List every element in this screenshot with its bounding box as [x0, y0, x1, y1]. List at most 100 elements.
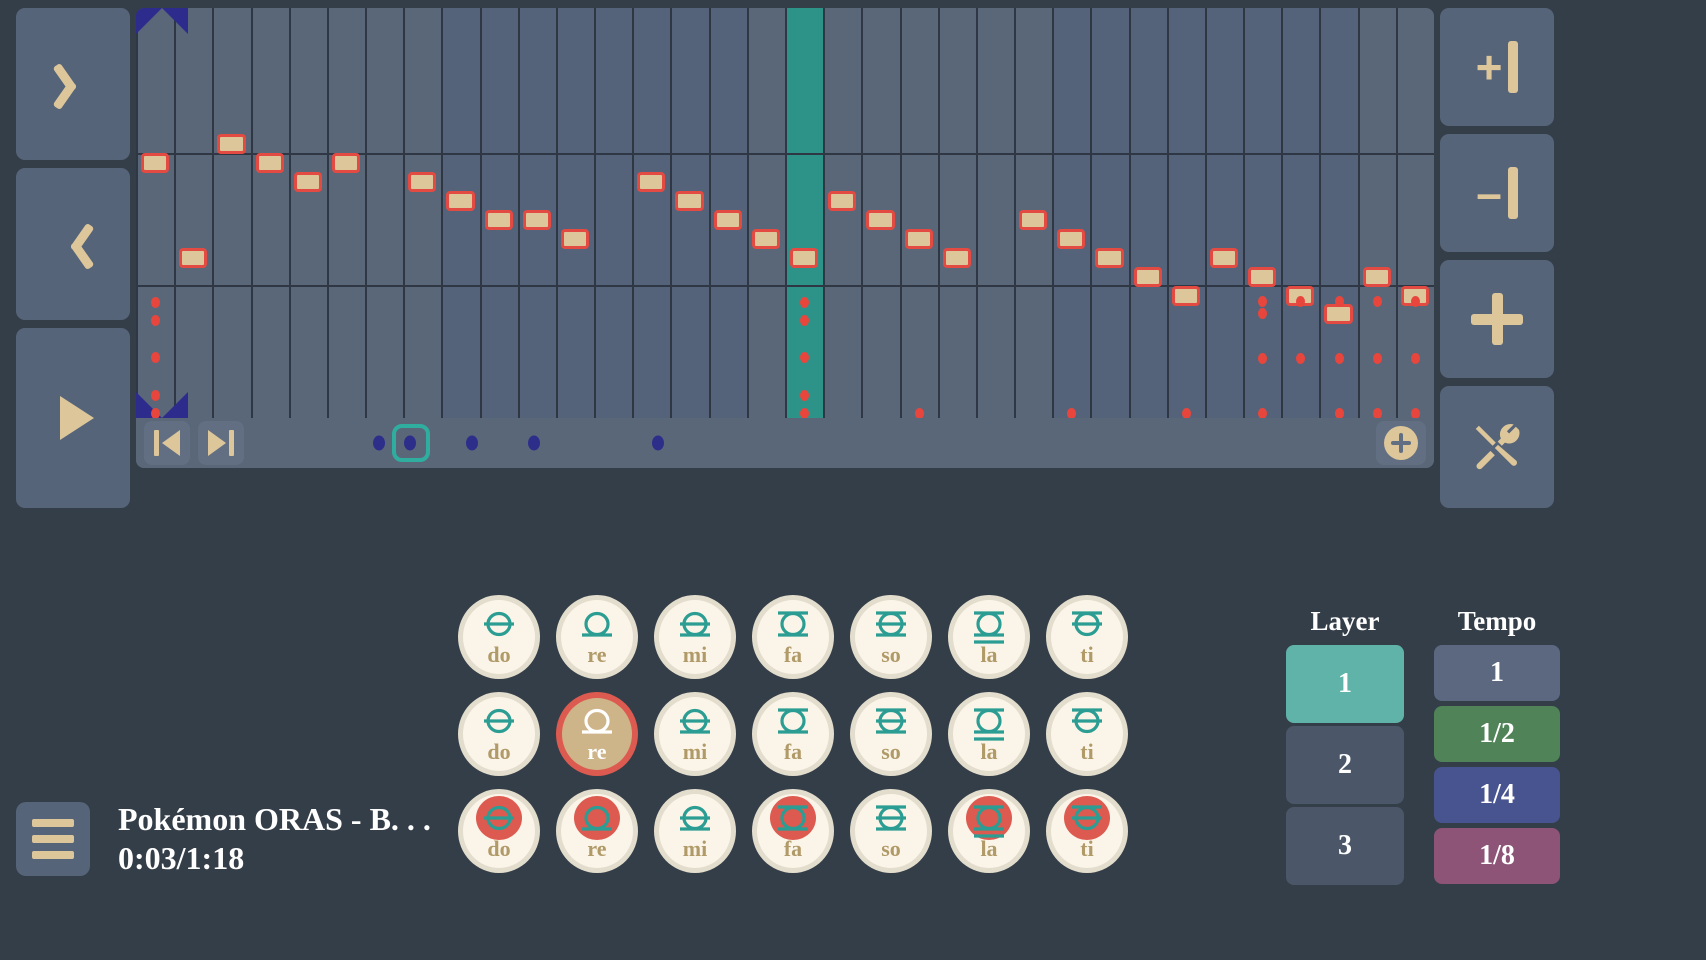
beat-dot[interactable] — [1296, 296, 1306, 307]
tempo-option-1-8[interactable]: 1/8 — [1434, 828, 1560, 884]
beat-dot[interactable] — [800, 315, 810, 326]
note-block[interactable] — [1133, 267, 1162, 287]
note-block[interactable] — [1057, 229, 1086, 249]
note-pad-so-high[interactable]: so — [850, 594, 932, 679]
beat-dot[interactable] — [1410, 353, 1420, 364]
tempo-option-1-2[interactable]: 1/2 — [1434, 706, 1560, 762]
beat-dot[interactable] — [1410, 296, 1420, 307]
beat-dot[interactable] — [1334, 296, 1344, 307]
section-marker[interactable] — [404, 435, 416, 451]
note-block[interactable] — [828, 191, 857, 211]
beat-dot[interactable] — [800, 408, 810, 419]
note-block[interactable] — [141, 153, 170, 173]
beat-dot[interactable] — [151, 315, 161, 326]
note-block[interactable] — [217, 134, 246, 154]
note-block[interactable] — [293, 172, 322, 192]
note-pad-so-mid[interactable]: so — [850, 691, 932, 776]
note-pad-re-high[interactable]: re — [556, 594, 638, 679]
note-block[interactable] — [1209, 248, 1239, 268]
beat-dot[interactable] — [1372, 408, 1382, 419]
note-block[interactable] — [484, 210, 513, 230]
beat-dot[interactable] — [1258, 408, 1268, 419]
note-pad-do-high[interactable]: do — [458, 594, 540, 679]
beat-dot[interactable] — [914, 408, 924, 419]
note-block[interactable] — [255, 153, 284, 173]
note-block[interactable] — [713, 210, 742, 230]
remove-measure-button[interactable]: – — [1440, 134, 1554, 252]
beat-dot[interactable] — [800, 352, 810, 363]
note-block[interactable] — [904, 229, 933, 249]
note-pad-mi-high[interactable]: mi — [654, 594, 736, 679]
beat-dot[interactable] — [1181, 408, 1191, 419]
tools-button[interactable] — [1440, 386, 1554, 508]
tempo-option-1-4[interactable]: 1/4 — [1434, 767, 1560, 823]
beat-dot[interactable] — [1410, 408, 1420, 419]
beat-dot[interactable] — [151, 352, 161, 363]
note-pad-mi-low[interactable]: mi — [654, 788, 736, 873]
loop-marker[interactable] — [136, 8, 188, 418]
note-pad-ti-mid[interactable]: ti — [1046, 691, 1128, 776]
note-pad-re-low[interactable]: re — [556, 788, 638, 873]
piano-roll-grid[interactable] — [136, 8, 1434, 419]
note-block[interactable] — [560, 229, 590, 249]
note-block[interactable] — [331, 153, 361, 173]
note-pad-fa-low[interactable]: fa — [752, 788, 834, 873]
note-block[interactable] — [675, 191, 704, 211]
beat-dot[interactable] — [151, 297, 161, 308]
note-block[interactable] — [866, 210, 895, 230]
note-pad-so-low[interactable]: so — [850, 788, 932, 873]
beat-dot[interactable] — [1372, 296, 1382, 307]
note-pad-ti-high[interactable]: ti — [1046, 594, 1128, 679]
beat-dot[interactable] — [800, 297, 810, 308]
note-block[interactable] — [1324, 304, 1353, 324]
layer-option-2[interactable]: 2 — [1286, 726, 1404, 804]
timeline-track[interactable] — [248, 418, 1372, 468]
beat-dot[interactable] — [1258, 353, 1268, 364]
add-measure-button[interactable]: + — [1440, 8, 1554, 126]
section-marker[interactable] — [528, 435, 540, 451]
beat-dot[interactable] — [151, 390, 161, 401]
beat-dot[interactable] — [1258, 296, 1268, 307]
note-block[interactable] — [408, 172, 437, 192]
layer-option-1[interactable]: 1 — [1286, 645, 1404, 723]
play-button[interactable] — [16, 328, 130, 508]
note-pad-fa-high[interactable]: fa — [752, 594, 834, 679]
beat-dot[interactable] — [1372, 353, 1382, 364]
note-pad-re-mid[interactable]: re — [556, 691, 638, 776]
piano-roll[interactable] — [136, 8, 1434, 468]
note-pad-la-mid[interactable]: la — [948, 691, 1030, 776]
note-block[interactable] — [1019, 210, 1048, 230]
selected-section-highlight[interactable] — [392, 424, 430, 462]
note-pad-la-high[interactable]: la — [948, 594, 1030, 679]
note-block[interactable] — [1095, 248, 1124, 268]
note-block[interactable] — [522, 210, 551, 230]
add-section-button[interactable] — [1376, 421, 1426, 465]
beat-dot[interactable] — [1334, 353, 1344, 364]
add-note-button[interactable] — [1440, 260, 1554, 378]
note-block[interactable] — [637, 172, 666, 192]
note-block[interactable] — [446, 191, 475, 211]
note-block[interactable] — [1362, 267, 1391, 287]
note-block[interactable] — [179, 248, 208, 268]
note-pad-do-mid[interactable]: do — [458, 691, 540, 776]
layer-option-3[interactable]: 3 — [1286, 807, 1404, 885]
beat-dot[interactable] — [1296, 353, 1306, 364]
note-block[interactable] — [942, 248, 971, 268]
beat-dot[interactable] — [1334, 408, 1344, 419]
note-block[interactable] — [1248, 267, 1277, 287]
note-pad-mi-mid[interactable]: mi — [654, 691, 736, 776]
beat-dot[interactable] — [800, 390, 810, 401]
note-pad-la-low[interactable]: la — [948, 788, 1030, 873]
beat-dot[interactable] — [1067, 408, 1077, 419]
tempo-option-1[interactable]: 1 — [1434, 645, 1560, 701]
note-block[interactable] — [790, 248, 819, 268]
section-marker[interactable] — [466, 435, 478, 451]
next-section-button[interactable] — [16, 8, 130, 160]
note-pad-do-low[interactable]: do — [458, 788, 540, 873]
note-block[interactable] — [751, 229, 780, 249]
prev-section-button[interactable] — [16, 168, 130, 320]
beat-dot[interactable] — [1258, 308, 1268, 319]
playhead[interactable] — [785, 8, 824, 418]
menu-button[interactable] — [16, 802, 90, 877]
note-pad-fa-mid[interactable]: fa — [752, 691, 834, 776]
